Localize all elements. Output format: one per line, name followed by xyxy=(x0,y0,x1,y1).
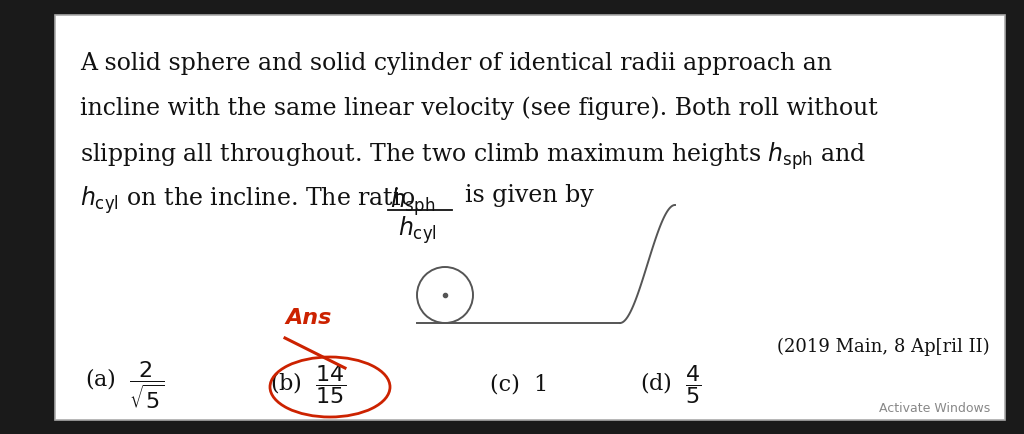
Text: $h_{\mathrm{cyl}}$ on the incline. The ratio: $h_{\mathrm{cyl}}$ on the incline. The r… xyxy=(80,184,415,216)
Text: A solid sphere and solid cylinder of identical radii approach an: A solid sphere and solid cylinder of ide… xyxy=(80,52,831,75)
Text: slipping all throughout. The two climb maximum heights $h_{\mathrm{sph}}$ and: slipping all throughout. The two climb m… xyxy=(80,140,866,172)
Text: Activate Windows: Activate Windows xyxy=(879,402,990,415)
Text: incline with the same linear velocity (see figure). Both roll without: incline with the same linear velocity (s… xyxy=(80,96,878,119)
Text: Ans: Ans xyxy=(285,308,332,328)
Text: (a)  $\dfrac{2}{\sqrt{5}}$: (a) $\dfrac{2}{\sqrt{5}}$ xyxy=(85,359,164,411)
Text: (c)  1: (c) 1 xyxy=(490,374,548,396)
Text: (b)  $\dfrac{14}{15}$: (b) $\dfrac{14}{15}$ xyxy=(270,364,346,407)
Text: $h_{\mathrm{cyl}}$: $h_{\mathrm{cyl}}$ xyxy=(398,214,437,246)
Text: $h_{\mathrm{sph}}$: $h_{\mathrm{sph}}$ xyxy=(390,186,435,218)
Text: (d)  $\dfrac{4}{5}$: (d) $\dfrac{4}{5}$ xyxy=(640,364,701,407)
Text: (2019 Main, 8 Ap[ril II): (2019 Main, 8 Ap[ril II) xyxy=(777,338,990,356)
Text: is given by: is given by xyxy=(465,184,594,207)
